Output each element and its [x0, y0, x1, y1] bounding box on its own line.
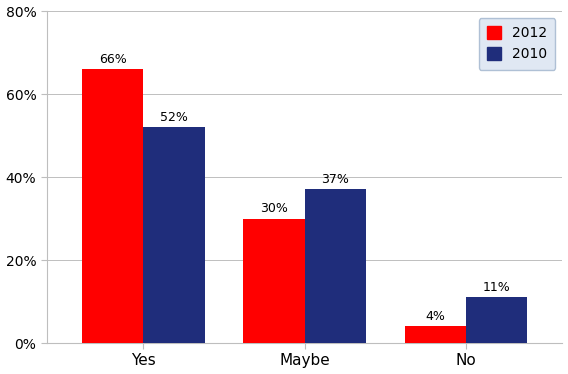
Text: 11%: 11%: [482, 281, 510, 294]
Text: 4%: 4%: [425, 310, 445, 323]
Text: 66%: 66%: [99, 53, 127, 66]
Bar: [82, 69, 144, 343]
Bar: [243, 218, 304, 343]
Bar: [144, 127, 204, 343]
Legend: 2012, 2010: 2012, 2010: [479, 18, 556, 70]
Text: 52%: 52%: [160, 111, 188, 124]
Text: 37%: 37%: [321, 173, 349, 186]
Bar: [304, 190, 366, 343]
Bar: [404, 327, 466, 343]
Text: 30%: 30%: [260, 202, 288, 215]
Bar: [466, 297, 527, 343]
